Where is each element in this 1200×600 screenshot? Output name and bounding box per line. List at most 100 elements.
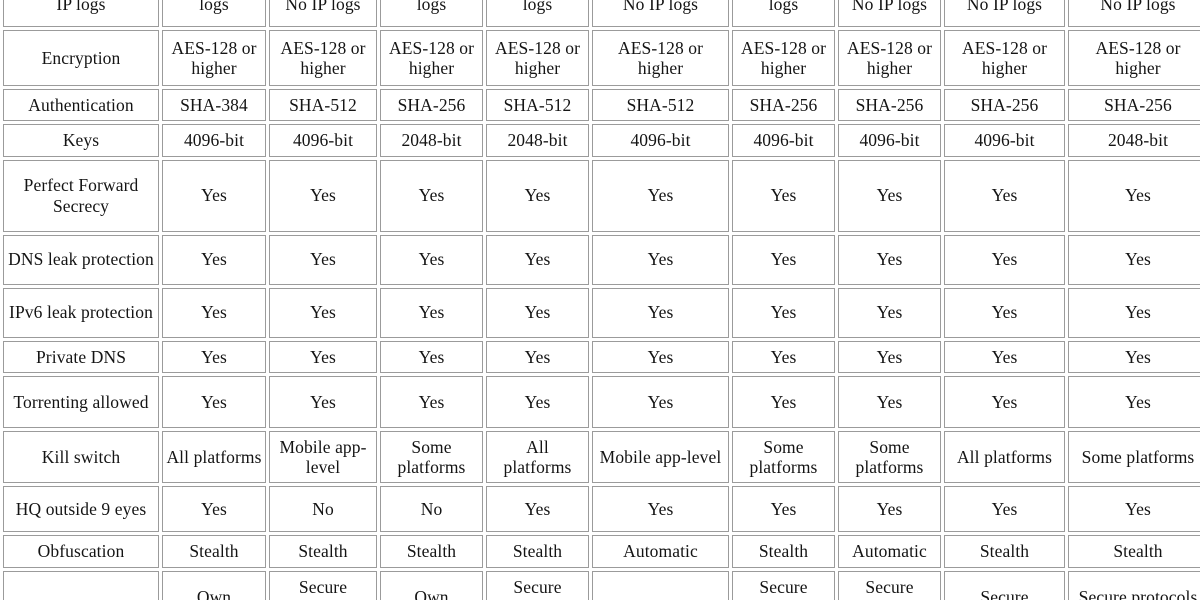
cell-keys-col7: 4096-bit (838, 124, 941, 157)
cell-torrenting-allowed-col8: Yes (944, 375, 1065, 428)
cell-obfuscation-col1: Stealth (162, 535, 266, 568)
table-row: Private DNS Yes Yes Yes Yes Yes Yes Yes Yes Yes (3, 340, 1200, 373)
cell-ipv6-leak-protection-col4: Yes (486, 287, 589, 338)
cell-authentication-col8: SHA-256 (944, 89, 1065, 122)
cell-kill-switch-col1: All platforms (162, 430, 266, 484)
cell-hq-outside-9-eyes-col9: Yes (1068, 486, 1200, 533)
cell-dns-leak-protection-col6: Yes (732, 234, 835, 285)
cell-private-dns-col3: Yes (380, 340, 483, 373)
cell-ip-logs-col6: logs (732, 0, 835, 27)
cell-private-dns-col2: Yes (269, 340, 377, 373)
cell-keys-col1: 4096-bit (162, 124, 266, 157)
cell-torrenting-allowed-col1: Yes (162, 375, 266, 428)
cell-private-dns-col6: Yes (732, 340, 835, 373)
cell-perfect-forward-secrecy-col9: Yes (1068, 159, 1200, 232)
cell-keys-col9: 2048-bit (1068, 124, 1200, 157)
cell-dns-leak-protection-col3: Yes (380, 234, 483, 285)
cell-ipv6-leak-protection-col9: Yes (1068, 287, 1200, 338)
cell-supported-protocols-col7: Secure protocols only (838, 570, 941, 600)
cell-supported-protocols-col1: Own protocol (162, 570, 266, 600)
row-label-kill-switch: Kill switch (3, 430, 159, 484)
table-row: Obfuscation Stealth Stealth Stealth Stealth A… (3, 535, 1200, 568)
cell-private-dns-col8: Yes (944, 340, 1065, 373)
cell-obfuscation-col9: Stealth (1068, 535, 1200, 568)
cell-supported-protocols-col6: Secure protocols only (732, 570, 835, 600)
cell-hq-outside-9-eyes-col3: No (380, 486, 483, 533)
row-label-obfuscation: Obfuscation (3, 535, 159, 568)
table-row: IP logs logs No IP logs logs logs No IP logs l… (3, 0, 1200, 27)
cell-ip-logs-col7: No IP logs (838, 0, 941, 27)
cell-keys-col3: 2048-bit (380, 124, 483, 157)
cell-perfect-forward-secrecy-col2: Yes (269, 159, 377, 232)
cell-ip-logs-col8: No IP logs (944, 0, 1065, 27)
cell-supported-protocols-col8: Secure protocols only (944, 570, 1065, 600)
cell-ip-logs-col5: No IP logs (592, 0, 729, 27)
cell-kill-switch-col4: All platforms (486, 430, 589, 484)
cell-ip-logs-col2: No IP logs (269, 0, 377, 27)
row-label-encryption: Encryption (3, 30, 159, 86)
cell-dns-leak-protection-col8: Yes (944, 234, 1065, 285)
cell-torrenting-allowed-col9: Yes (1068, 375, 1200, 428)
cell-torrenting-allowed-col5: Yes (592, 375, 729, 428)
cell-kill-switch-col6: Some platforms (732, 430, 835, 484)
cell-hq-outside-9-eyes-col5: Yes (592, 486, 729, 533)
cell-supported-protocols-col5: Own protocol (592, 570, 729, 600)
cell-ip-logs-col9: No IP logs (1068, 0, 1200, 27)
cell-obfuscation-col5: Automatic (592, 535, 729, 568)
cell-ipv6-leak-protection-col6: Yes (732, 287, 835, 338)
cell-obfuscation-col7: Automatic (838, 535, 941, 568)
cell-obfuscation-col2: Stealth (269, 535, 377, 568)
cell-perfect-forward-secrecy-col8: Yes (944, 159, 1065, 232)
cell-supported-protocols-col2: Secure protocols only (269, 570, 377, 600)
row-label-ip-logs: IP logs (3, 0, 159, 27)
cell-authentication-col4: SHA-512 (486, 89, 589, 122)
cell-torrenting-allowed-col4: Yes (486, 375, 589, 428)
cell-dns-leak-protection-col2: Yes (269, 234, 377, 285)
cell-obfuscation-col3: Stealth (380, 535, 483, 568)
table-row: Perfect Forward Secrecy Yes Yes Yes Yes Yes Ye… (3, 159, 1200, 232)
row-label-torrenting-allowed: Torrenting allowed (3, 375, 159, 428)
cell-kill-switch-col7: Some platforms (838, 430, 941, 484)
cell-authentication-col3: SHA-256 (380, 89, 483, 122)
cell-hq-outside-9-eyes-col7: Yes (838, 486, 941, 533)
cell-encryption-col7: AES-128 or higher (838, 30, 941, 86)
cell-encryption-col4: AES-128 or higher (486, 30, 589, 86)
cell-authentication-col2: SHA-512 (269, 89, 377, 122)
cell-private-dns-col7: Yes (838, 340, 941, 373)
table-row: Supported protocolsOwn protocolSecure pr… (3, 570, 1200, 600)
cell-torrenting-allowed-col6: Yes (732, 375, 835, 428)
cell-hq-outside-9-eyes-col1: Yes (162, 486, 266, 533)
table-row: Torrenting allowed Yes Yes Yes Yes Yes Yes Yes Y… (3, 375, 1200, 428)
cell-keys-col4: 2048-bit (486, 124, 589, 157)
row-label-private-dns: Private DNS (3, 340, 159, 373)
row-label-ipv6-leak-protection: IPv6 leak protection (3, 287, 159, 338)
cell-private-dns-col1: Yes (162, 340, 266, 373)
cell-private-dns-col9: Yes (1068, 340, 1200, 373)
cell-perfect-forward-secrecy-col7: Yes (838, 159, 941, 232)
cell-keys-col2: 4096-bit (269, 124, 377, 157)
cell-encryption-col1: AES-128 or higher (162, 30, 266, 86)
cell-ipv6-leak-protection-col2: Yes (269, 287, 377, 338)
cell-hq-outside-9-eyes-col6: Yes (732, 486, 835, 533)
cell-obfuscation-col8: Stealth (944, 535, 1065, 568)
cell-hq-outside-9-eyes-col2: No (269, 486, 377, 533)
cell-kill-switch-col8: All platforms (944, 430, 1065, 484)
cell-ip-logs-col1: logs (162, 0, 266, 27)
cell-keys-col5: 4096-bit (592, 124, 729, 157)
cell-encryption-col6: AES-128 or higher (732, 30, 835, 86)
cell-obfuscation-col6: Stealth (732, 535, 835, 568)
cell-torrenting-allowed-col2: Yes (269, 375, 377, 428)
cell-encryption-col5: AES-128 or higher (592, 30, 729, 86)
cell-authentication-col5: SHA-512 (592, 89, 729, 122)
cell-obfuscation-col4: Stealth (486, 535, 589, 568)
cell-kill-switch-col2: Mobile app-level (269, 430, 377, 484)
cell-keys-col6: 4096-bit (732, 124, 835, 157)
row-label-dns-leak-protection: DNS leak protection (3, 234, 159, 285)
row-label-hq-outside-9-eyes: HQ outside 9 eyes (3, 486, 159, 533)
cell-authentication-col1: SHA-384 (162, 89, 266, 122)
cell-encryption-col2: AES-128 or higher (269, 30, 377, 86)
cell-authentication-col7: SHA-256 (838, 89, 941, 122)
